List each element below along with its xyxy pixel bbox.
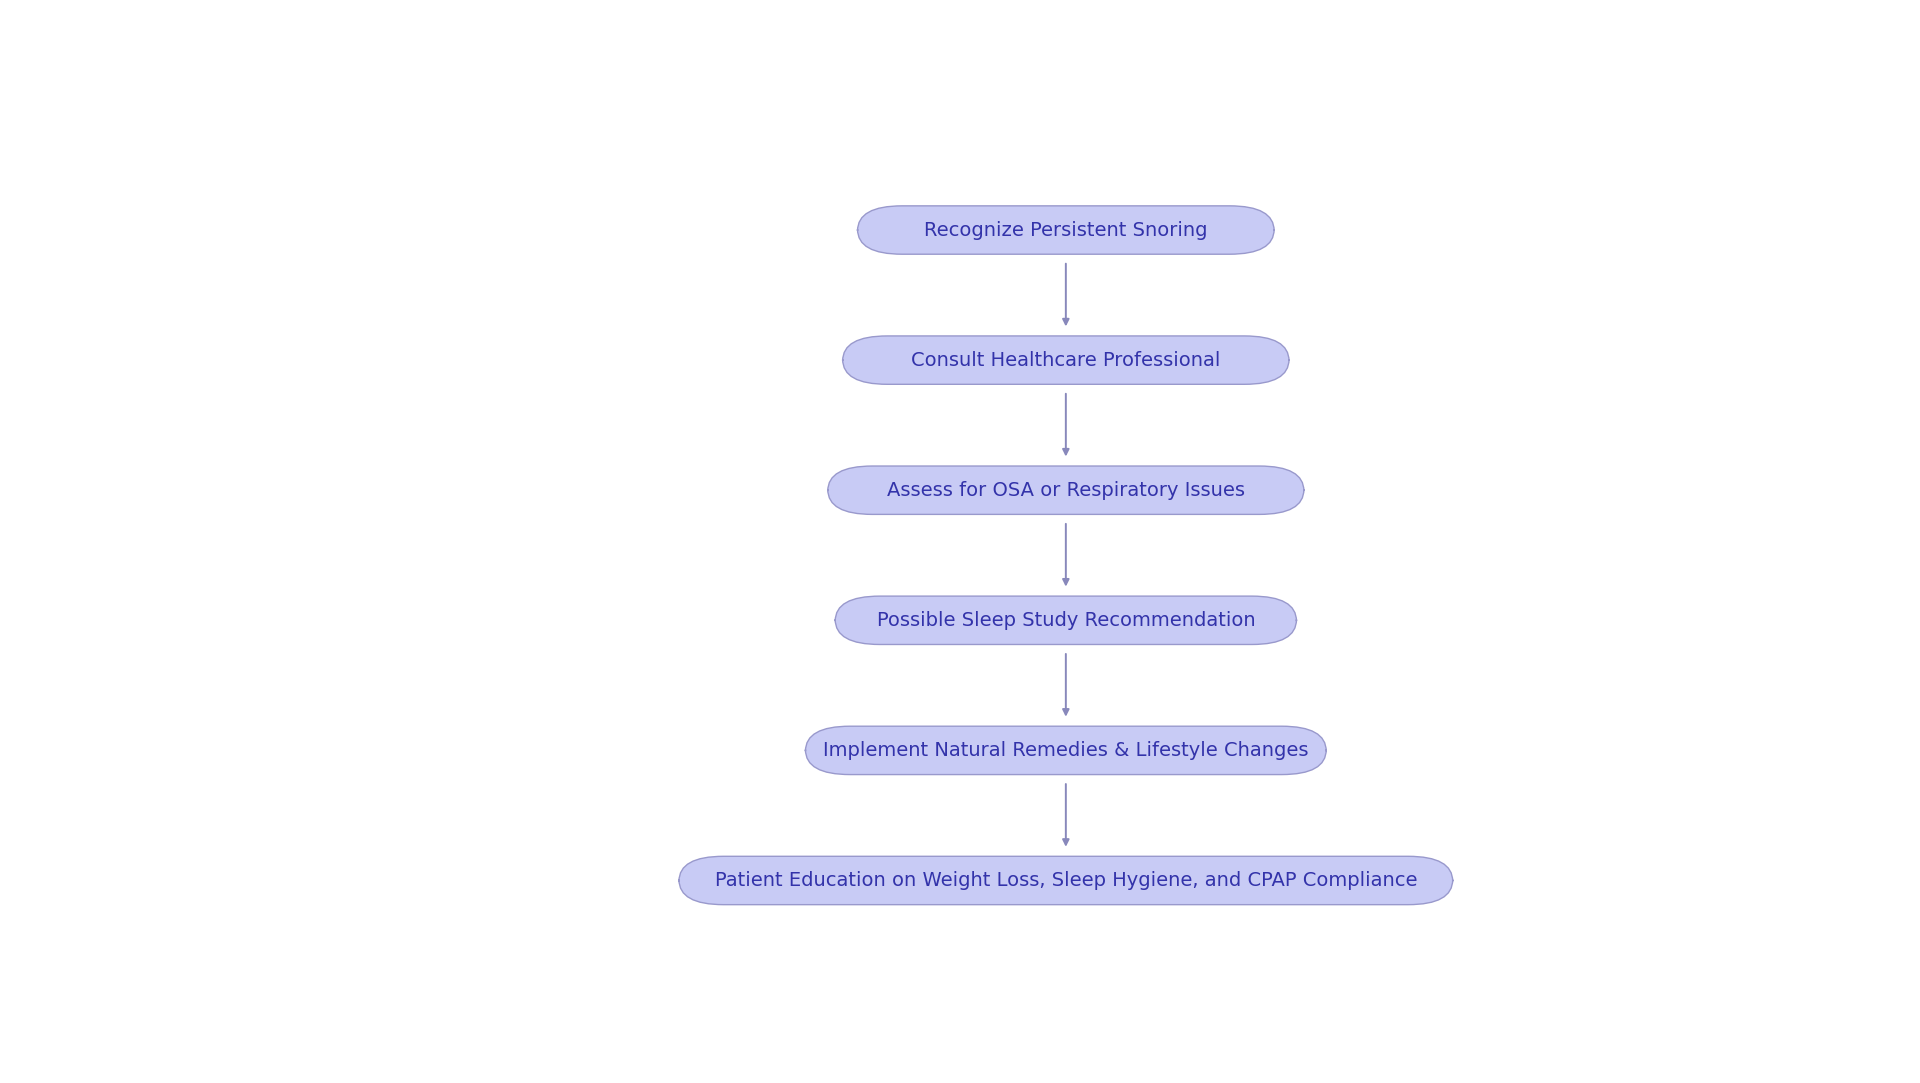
- Text: Patient Education on Weight Loss, Sleep Hygiene, and CPAP Compliance: Patient Education on Weight Loss, Sleep …: [714, 871, 1417, 890]
- Text: Recognize Persistent Snoring: Recognize Persistent Snoring: [924, 221, 1208, 239]
- FancyBboxPatch shape: [858, 206, 1275, 255]
- Text: Assess for OSA or Respiratory Issues: Assess for OSA or Respiratory Issues: [887, 481, 1244, 499]
- FancyBboxPatch shape: [680, 857, 1453, 904]
- Text: Implement Natural Remedies & Lifestyle Changes: Implement Natural Remedies & Lifestyle C…: [824, 741, 1309, 760]
- FancyBboxPatch shape: [843, 336, 1288, 384]
- Text: Possible Sleep Study Recommendation: Possible Sleep Study Recommendation: [877, 611, 1256, 630]
- FancyBboxPatch shape: [835, 596, 1296, 644]
- FancyBboxPatch shape: [828, 466, 1304, 514]
- FancyBboxPatch shape: [806, 727, 1327, 774]
- Text: Consult Healthcare Professional: Consult Healthcare Professional: [912, 351, 1221, 369]
